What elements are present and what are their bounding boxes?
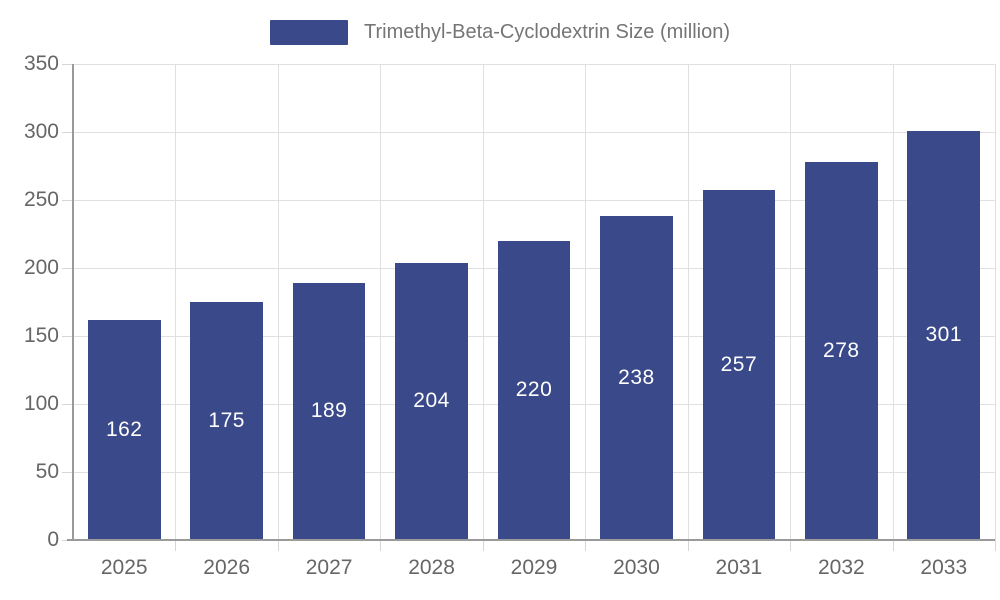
y-tick-label: 0 [47,528,59,551]
y-tick-label: 300 [23,120,59,143]
x-tick-mark [585,540,587,551]
y-tick-label: 350 [23,52,59,75]
x-tick-label: 2028 [408,556,455,579]
x-tick-mark [995,540,996,551]
bar[interactable]: 162 [87,319,161,540]
x-tick-mark [892,540,894,551]
bar-value-label: 204 [413,389,450,413]
bar[interactable]: 204 [395,262,468,540]
bar[interactable]: 238 [600,216,673,540]
x-gridline [380,64,382,540]
x-tick-label: 2031 [715,556,763,579]
x-gridline [892,64,894,540]
legend-swatch [269,19,348,45]
x-axis-line [67,539,995,541]
plot-area: 0 50 100 150 200 250 300 350 162 2025 175 2026 189 20… [24,52,996,579]
y-gridline [73,200,995,201]
x-gridline [585,64,587,540]
bar[interactable]: 257 [702,190,776,540]
bar-value-label: 220 [515,378,553,402]
x-gridline [790,64,792,540]
x-tick-label: 2030 [613,556,660,579]
y-tick-mark [62,268,73,269]
y-axis-line [72,64,74,540]
y-tick-label: 150 [23,324,59,347]
bar-value-label: 189 [310,399,348,423]
bar-value-label: 257 [720,353,758,377]
x-tick-label: 2032 [817,556,865,579]
x-gridline [277,64,279,540]
y-tick-mark [62,132,73,133]
y-tick-label: 200 [23,256,59,279]
x-gridline [995,64,996,540]
x-tick-mark [687,540,689,551]
bar[interactable]: 220 [497,240,571,540]
x-tick-mark [277,540,279,551]
x-tick-label: 2026 [203,556,251,579]
y-tick-mark [62,472,73,473]
x-gridline [687,64,689,540]
bar[interactable]: 301 [907,130,981,540]
bar-value-label: 278 [823,338,860,362]
x-gridline [482,64,484,540]
bar[interactable]: 278 [804,161,878,540]
x-tick-mark [790,540,792,551]
x-tick-label: 2029 [510,556,558,579]
bar[interactable]: 175 [190,302,264,540]
legend[interactable]: Trimethyl-Beta-Cyclodextrin Size (millio… [0,17,1000,47]
x-tick-label: 2027 [305,556,353,579]
y-gridline [73,132,995,133]
y-tick-mark [62,404,73,405]
x-gridline [175,64,177,540]
bar-value-label: 238 [618,366,655,390]
x-tick-mark [380,540,382,551]
y-tick-mark [62,64,73,65]
y-tick-label: 100 [23,392,59,415]
bar-value-label: 301 [925,323,963,347]
y-tick-mark [62,336,73,337]
x-tick-mark [175,540,177,551]
bar-value-label: 162 [105,417,143,441]
x-tick-label: 2025 [100,556,148,579]
x-tick-mark [482,540,484,551]
y-gridline [73,64,995,65]
x-tick-label: 2033 [920,556,968,579]
y-tick-label: 50 [35,460,59,483]
legend-label: Trimethyl-Beta-Cyclodextrin Size (millio… [363,20,730,43]
y-tick-label: 250 [23,188,59,211]
bar[interactable]: 189 [292,282,366,540]
y-tick-mark [62,200,73,201]
bar-value-label: 175 [208,409,245,432]
